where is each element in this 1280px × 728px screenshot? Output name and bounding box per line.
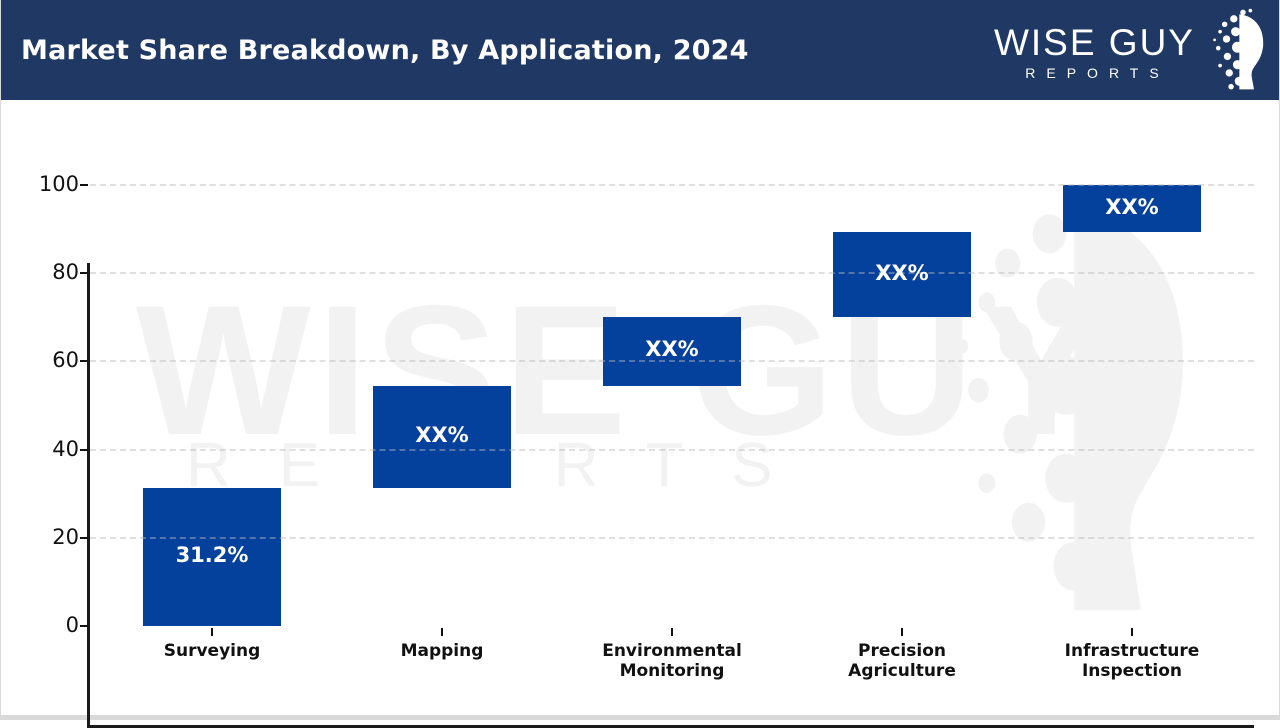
x-tick-label: Precision Agriculture [787,641,1017,681]
y-tick-label: 100 [38,172,79,196]
gridline [90,184,1254,186]
gridline [90,536,1254,539]
x-tick-label-line: Infrastructure [1064,641,1200,661]
x-tick-label-line: Environmental [602,641,742,661]
bar-value-label: XX% [875,260,929,285]
x-tick-label-line: Agriculture [848,661,956,681]
gridline [90,272,1254,275]
bar-value-label: XX% [645,337,699,362]
bar-value-label: XX% [1105,194,1159,219]
y-axis-line [87,263,90,728]
x-tick-label-line: Surveying [163,641,261,661]
x-tick-label-line: Mapping [400,641,484,661]
brand-subname: REPORTS [1025,65,1170,81]
brand-name: WISE GUY [993,22,1195,63]
x-tick-label: Surveying [97,641,327,661]
x-tick-label: Mapping [327,641,557,661]
y-tick-mark [80,272,88,275]
brand-logo: WISE GUY REPORTS [994,8,1265,96]
bar-segment [143,488,281,626]
x-tick-mark [211,628,213,636]
gridline [90,360,1254,363]
y-tick-mark [80,184,88,186]
bar-segment [833,232,971,318]
y-tick-mark [80,625,88,627]
y-tick-label: 80 [52,260,79,285]
bar-segment [603,317,741,386]
x-tick-label-line: Precision [857,641,946,661]
y-tick-mark [80,536,88,539]
logo-face-icon [1199,8,1265,96]
chart-area: WISE GUY REPORTS 02040608010031.2%Survey… [1,100,1279,728]
y-tick-label: 0 [65,613,79,637]
bar-value-label: XX% [415,423,469,448]
page-title: Market Share Breakdown, By Application, … [21,34,749,66]
x-tick-label: Environmental Monitoring [557,641,787,681]
bottom-strip [1,715,1279,720]
y-tick-mark [80,448,88,451]
x-tick-mark [901,628,903,636]
y-tick-label: 20 [52,524,79,549]
y-tick-label: 40 [52,436,79,461]
x-tick-mark [1131,628,1133,636]
bar-segment [373,385,511,489]
x-tick-mark [671,628,673,636]
gridline [90,448,1254,451]
x-tick-label-line: Inspection [1081,661,1183,681]
y-tick-label: 60 [52,348,79,373]
x-tick-mark [441,628,443,636]
x-tick-label: Infrastructure Inspection [1017,641,1247,681]
header-bar: Market Share Breakdown, By Application, … [1,0,1279,100]
brand-logo-text: WISE GUY REPORTS [993,22,1195,82]
y-tick-mark [80,360,88,363]
bar-value-label: 31.2% [175,543,249,568]
x-tick-label-line: Monitoring [619,661,725,681]
